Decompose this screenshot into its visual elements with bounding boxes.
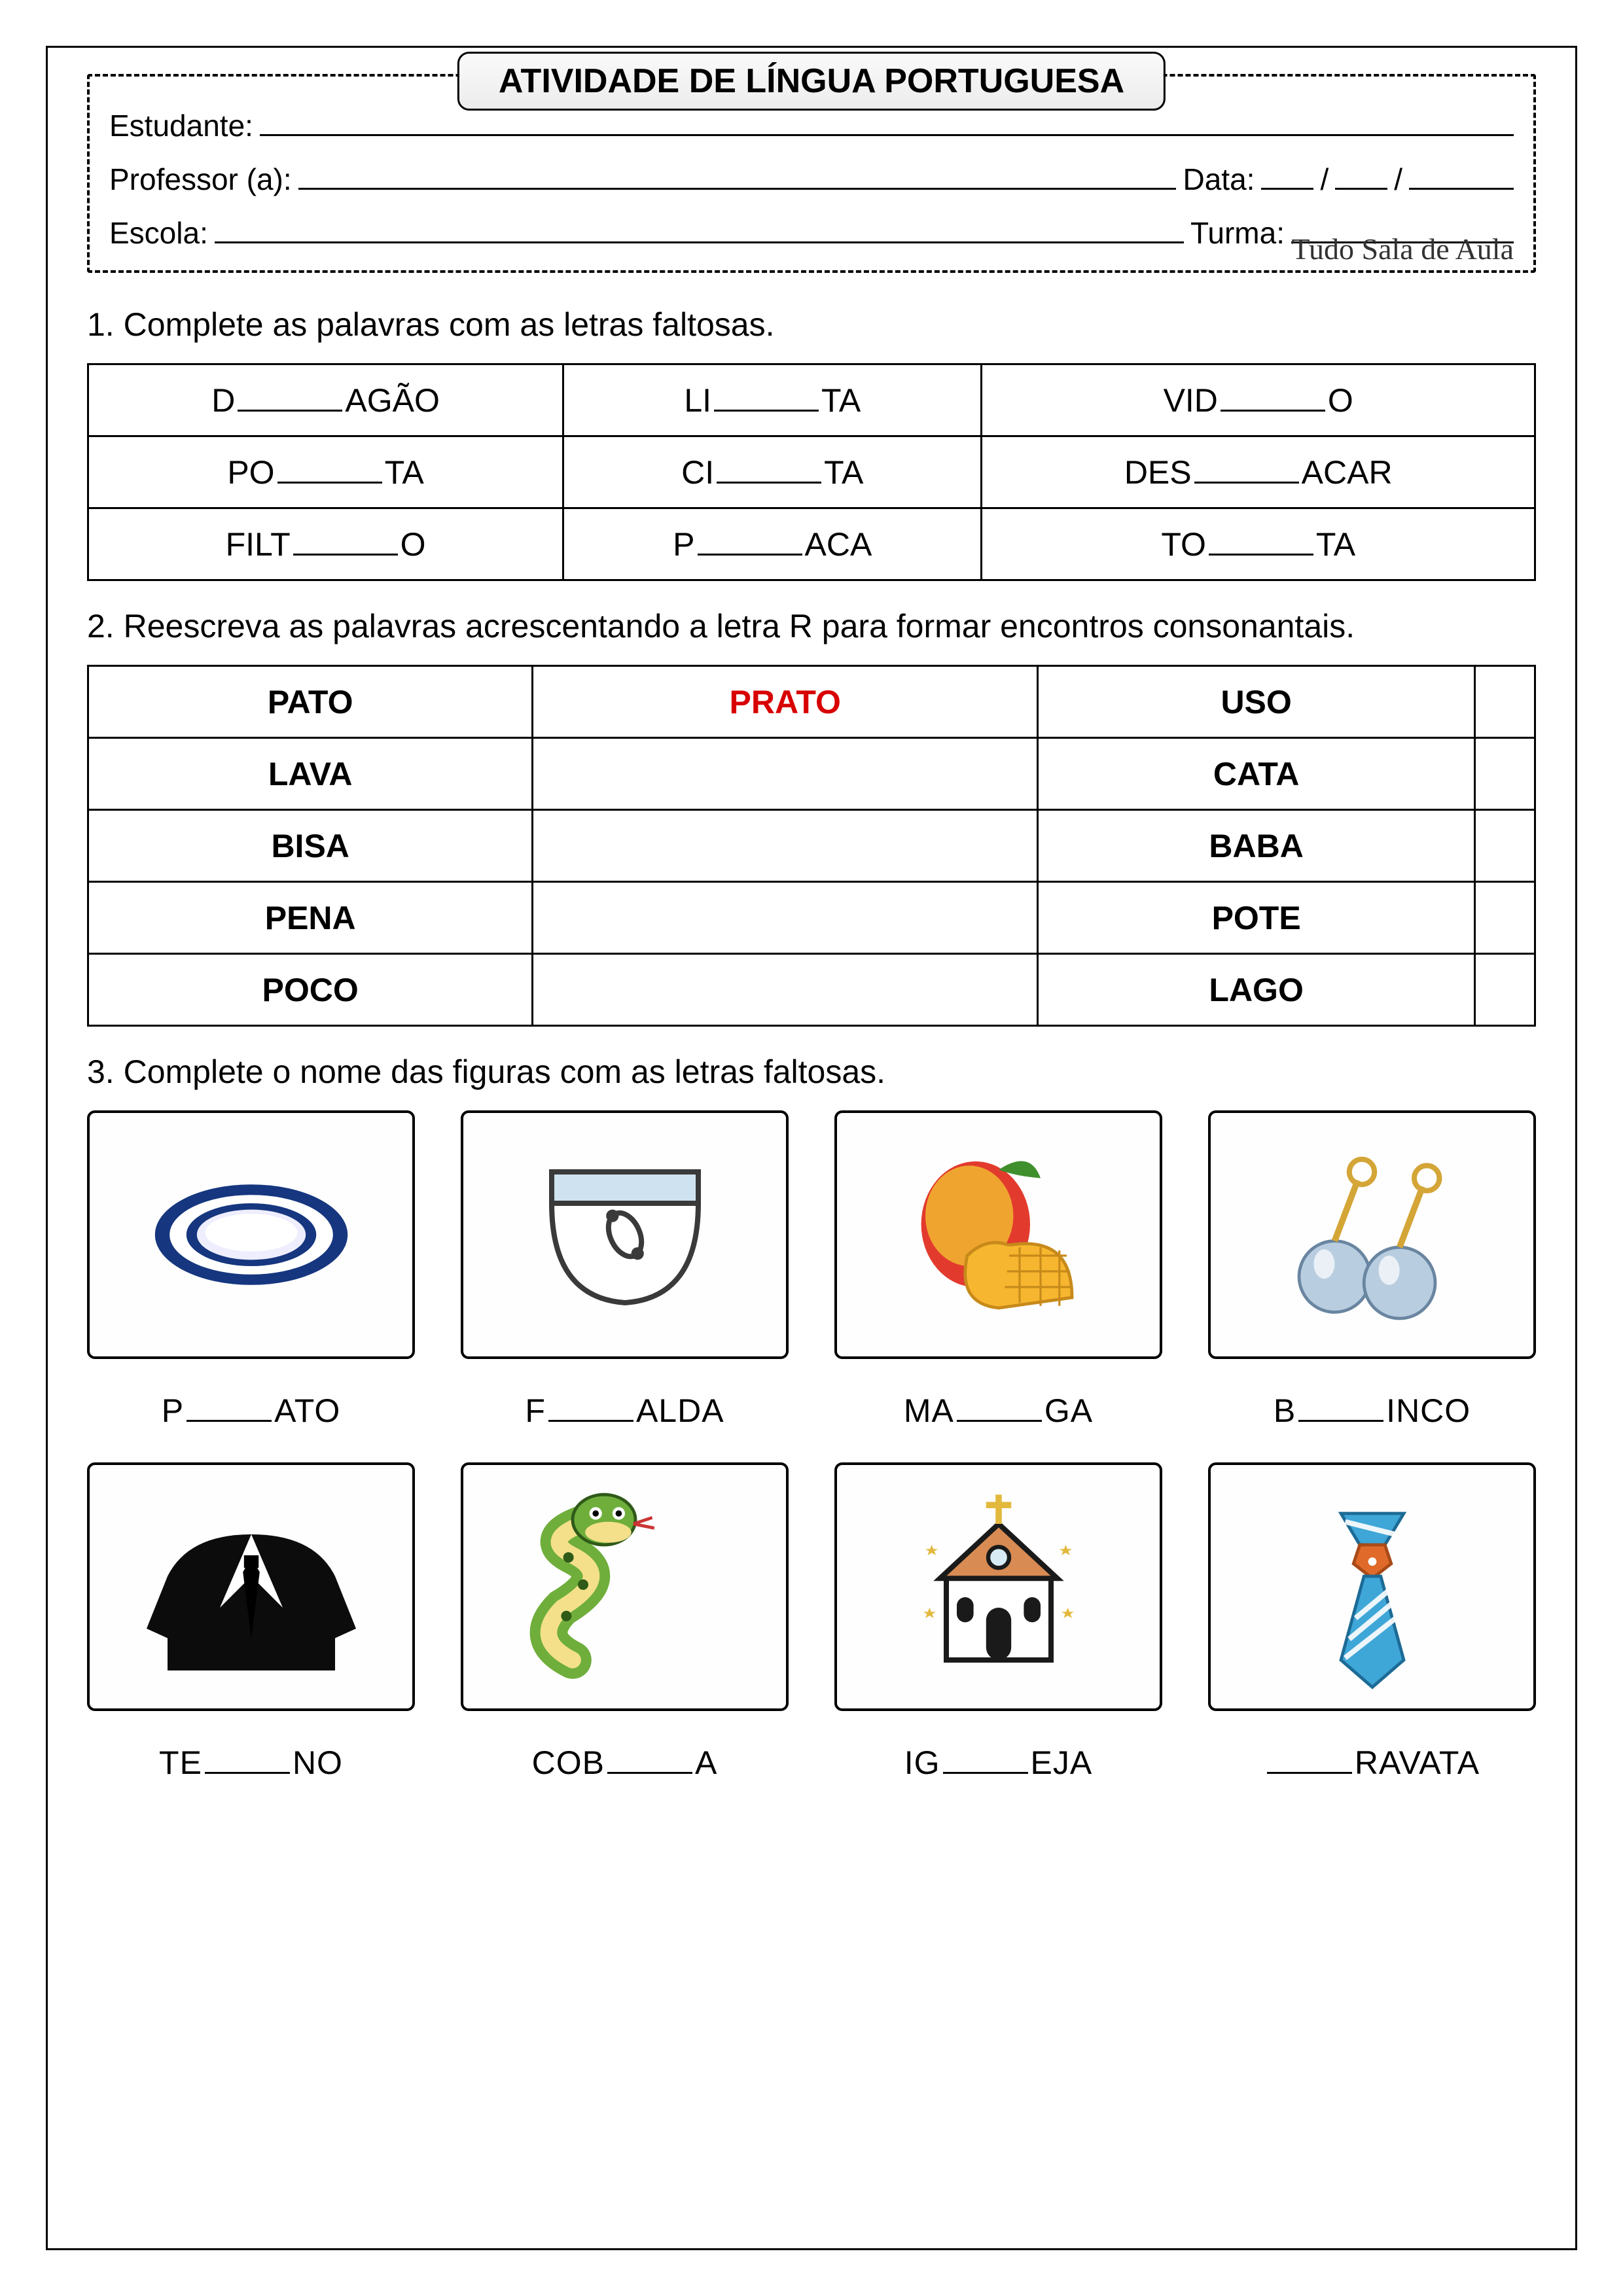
student-label: Estudante: xyxy=(109,108,253,143)
header-box: ATIVIDADE DE LÍNGUA PORTUGUESA Estudante… xyxy=(87,74,1536,273)
school-label: Escola: xyxy=(109,215,208,251)
q1-cell[interactable]: DESACAR xyxy=(982,436,1535,508)
worksheet-title: ATIVIDADE DE LÍNGUA PORTUGUESA xyxy=(457,52,1166,111)
teacher-input-line[interactable] xyxy=(298,163,1177,190)
q2-cell: LAGO xyxy=(1038,954,1475,1026)
blank-line[interactable] xyxy=(714,387,819,412)
church-icon xyxy=(834,1462,1162,1711)
q2-cell: BABA xyxy=(1038,810,1475,882)
suit-icon xyxy=(87,1462,415,1711)
date-label: Data: xyxy=(1183,162,1255,197)
class-label: Turma: xyxy=(1190,215,1285,251)
school-input-line[interactable] xyxy=(215,217,1184,243)
blank-line[interactable] xyxy=(957,1398,1042,1422)
figure-cell: IGEJA xyxy=(834,1462,1162,1782)
figure-label[interactable]: PATO xyxy=(87,1392,415,1430)
diaper-icon xyxy=(461,1110,789,1359)
q1-prompt: 1. Complete as palavras com as letras fa… xyxy=(87,306,1536,344)
student-line: Estudante: xyxy=(109,108,1514,143)
q2-cell[interactable] xyxy=(533,954,1038,1026)
figure-cell: FALDA xyxy=(461,1110,789,1430)
figure-cell: MAGA xyxy=(834,1110,1162,1430)
blank-line[interactable] xyxy=(943,1750,1028,1775)
figure-label[interactable]: RAVATA xyxy=(1208,1744,1536,1782)
blank-line[interactable] xyxy=(548,1398,633,1422)
q1-cell[interactable]: DAGÃO xyxy=(88,364,563,436)
blank-line[interactable] xyxy=(238,387,342,412)
q1-cell[interactable]: LITA xyxy=(563,364,982,436)
q1-cell[interactable]: CITA xyxy=(563,436,982,508)
q2-cell[interactable] xyxy=(1475,666,1535,738)
q2-cell[interactable] xyxy=(1475,882,1535,954)
blank-line[interactable] xyxy=(1267,1750,1352,1775)
date-month-line[interactable] xyxy=(1335,163,1387,190)
figure-cell: RAVATA xyxy=(1208,1462,1536,1782)
student-input-line[interactable] xyxy=(260,109,1514,136)
figure-label[interactable]: COBA xyxy=(461,1744,789,1782)
q2-cell[interactable] xyxy=(533,810,1038,882)
q2-cell[interactable] xyxy=(1475,954,1535,1026)
figure-cell: BINCO xyxy=(1208,1110,1536,1430)
blank-line[interactable] xyxy=(1298,1398,1383,1422)
figure-label[interactable]: BINCO xyxy=(1208,1392,1536,1430)
q2-cell: POTE xyxy=(1038,882,1475,954)
q1-cell[interactable]: FILTO xyxy=(88,508,563,580)
q1-cell[interactable]: PACA xyxy=(563,508,982,580)
q3-figures: PATO FALDA MAGA BINCO xyxy=(87,1110,1536,1782)
q2-cell[interactable] xyxy=(1475,738,1535,810)
q2-cell[interactable] xyxy=(533,882,1038,954)
blank-line[interactable] xyxy=(717,459,821,484)
q2-cell: CATA xyxy=(1038,738,1475,810)
q1-cell[interactable]: POTA xyxy=(88,436,563,508)
q2-cell[interactable] xyxy=(1475,810,1535,882)
blank-line[interactable] xyxy=(293,531,398,556)
q2-prompt: 2. Reescreva as palavras acrescentando a… xyxy=(87,607,1536,645)
q1-cell[interactable]: TOTA xyxy=(982,508,1535,580)
date-day-line[interactable] xyxy=(1261,163,1313,190)
earring-icon xyxy=(1208,1110,1536,1359)
teacher-label: Professor (a): xyxy=(109,162,292,197)
page-frame: ATIVIDADE DE LÍNGUA PORTUGUESA Estudante… xyxy=(46,46,1577,2250)
brand-logo: Tudo Sala de Aula xyxy=(1292,232,1514,266)
snake-icon xyxy=(461,1462,789,1711)
mango-icon xyxy=(834,1110,1162,1359)
blank-line[interactable] xyxy=(1221,387,1325,412)
q2-cell[interactable] xyxy=(533,738,1038,810)
q2-cell: PENA xyxy=(88,882,533,954)
figure-label[interactable]: TENO xyxy=(87,1744,415,1782)
q2-cell: PATO xyxy=(88,666,533,738)
blank-line[interactable] xyxy=(698,531,802,556)
q2-cell: LAVA xyxy=(88,738,533,810)
blank-line[interactable] xyxy=(187,1398,272,1422)
q3-prompt: 3. Complete o nome das figuras com as le… xyxy=(87,1053,1536,1091)
q2-cell: POCO xyxy=(88,954,533,1026)
tie-icon xyxy=(1208,1462,1536,1711)
q2-cell: USO xyxy=(1038,666,1475,738)
figure-label[interactable]: FALDA xyxy=(461,1392,789,1430)
blank-line[interactable] xyxy=(1194,459,1299,484)
q2-cell[interactable]: PRATO xyxy=(533,666,1038,738)
blank-line[interactable] xyxy=(1209,531,1313,556)
blank-line[interactable] xyxy=(205,1750,290,1775)
q1-table: DAGÃOLITAVIDO POTACITADESACAR FILTOPACATOT… xyxy=(87,363,1536,581)
q2-table: PATOPRATOUSO LAVA CATA BISA BABA PENA POTE POCO… xyxy=(87,665,1536,1027)
figure-label[interactable]: IGEJA xyxy=(834,1744,1162,1782)
figure-cell: PATO xyxy=(87,1110,415,1430)
teacher-line: Professor (a): Data: / / xyxy=(109,162,1514,197)
q1-cell[interactable]: VIDO xyxy=(982,364,1535,436)
date-year-line[interactable] xyxy=(1409,163,1514,190)
q2-cell: BISA xyxy=(88,810,533,882)
figure-cell: COBA xyxy=(461,1462,789,1782)
page: ATIVIDADE DE LÍNGUA PORTUGUESA Estudante… xyxy=(0,0,1623,2296)
figure-cell: TENO xyxy=(87,1462,415,1782)
plate-icon xyxy=(87,1110,415,1359)
blank-line[interactable] xyxy=(607,1750,692,1775)
figure-label[interactable]: MAGA xyxy=(834,1392,1162,1430)
blank-line[interactable] xyxy=(277,459,382,484)
